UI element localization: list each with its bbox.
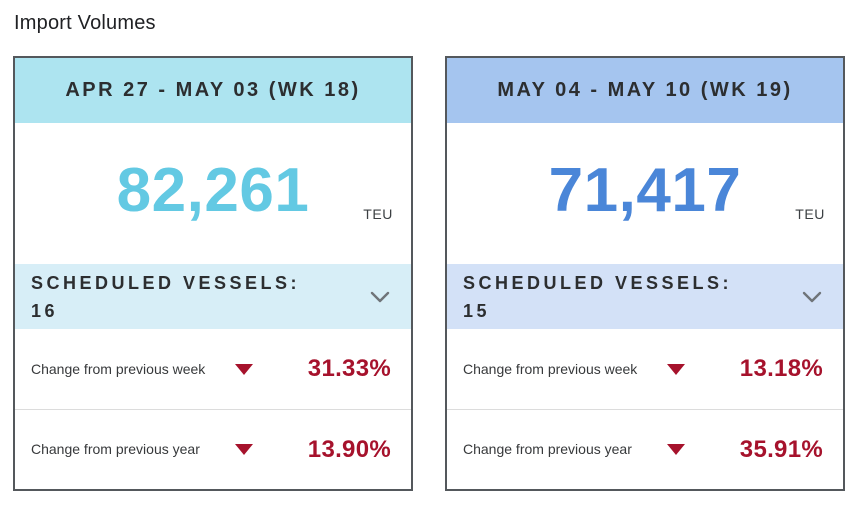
volume-value: 82,261 [116,156,310,225]
volume-value: 71,417 [548,156,742,225]
change-percentage: 13.18% [739,355,823,382]
change-percentage: 31.33% [307,355,391,382]
change-from-previous-week-row: Change from previous week 31.33% [15,329,411,409]
scheduled-vessels-count: 16 [31,300,59,321]
scheduled-vessels-toggle[interactable]: SCHEDULED VESSELS: 16 [15,264,411,329]
chevron-down-icon[interactable] [365,286,395,308]
change-label: Change from previous year [463,441,632,458]
chevron-down-icon[interactable] [797,286,827,308]
change-label: Change from previous week [463,360,638,377]
change-percentage: 13.90% [307,435,391,463]
scheduled-vessels-count: 15 [463,300,491,321]
period-label: APR 27 - MAY 03 (WK 18) [65,79,361,101]
triangle-down-icon [235,444,253,455]
volume-unit: TEU [795,206,825,222]
scheduled-vessels-toggle[interactable]: SCHEDULED VESSELS: 15 [447,264,843,329]
change-percentage: 35.91% [739,435,823,463]
week-18-card: APR 27 - MAY 03 (WK 18) 82,261 TEU SCHED… [13,56,413,491]
period-label: MAY 04 - MAY 10 (WK 19) [497,79,793,101]
week-19-card: MAY 04 - MAY 10 (WK 19) 71,417 TEU SCHED… [445,56,845,491]
triangle-down-icon [235,363,253,375]
triangle-down-icon [667,444,685,455]
volume-unit: TEU [363,206,393,222]
change-from-previous-year-row: Change from previous year 35.91% [447,409,843,489]
scheduled-vessels-label: SCHEDULED VESSELS: 15 [463,269,732,325]
triangle-down-icon [667,363,685,375]
scheduled-vessels-label: SCHEDULED VESSELS: 16 [31,269,300,325]
page-title: Import Volumes [14,12,156,34]
change-from-previous-week-row: Change from previous week 13.18% [447,329,843,409]
volume-section: 82,261 TEU [15,123,411,264]
import-volume-cards: APR 27 - MAY 03 (WK 18) 82,261 TEU SCHED… [13,56,854,491]
change-from-previous-year-row: Change from previous year 13.90% [15,409,411,489]
card-period-header: APR 27 - MAY 03 (WK 18) [15,58,411,123]
change-label: Change from previous year [31,441,200,458]
card-period-header: MAY 04 - MAY 10 (WK 19) [447,58,843,123]
change-label: Change from previous week [31,360,206,377]
volume-section: 71,417 TEU [447,123,843,264]
